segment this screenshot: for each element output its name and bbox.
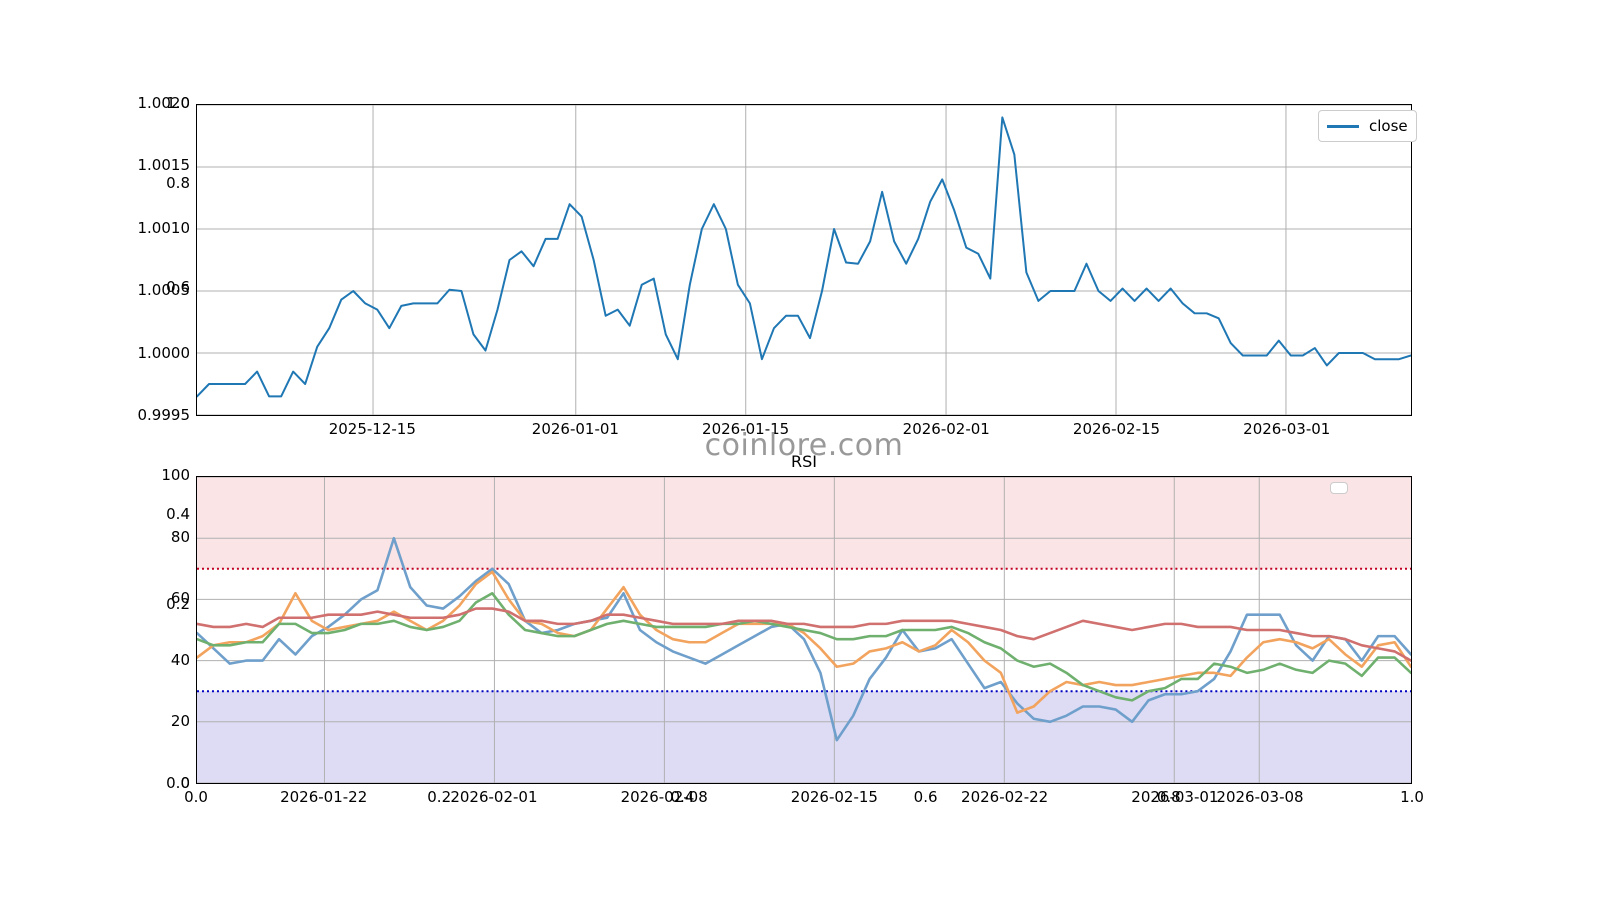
price-legend-label: close xyxy=(1369,117,1408,135)
watermark-text: coinlore.com xyxy=(704,428,904,463)
price-xtick-2026-01-01: 2026-01-01 xyxy=(531,420,619,438)
price-xtick-2026-01-15: 2026-01-15 xyxy=(702,420,790,438)
rsi-ytick-secondary-0.4: 0.4 xyxy=(166,504,190,523)
rsi-xtick-2026-02-15: 2026-02-15 xyxy=(790,788,878,806)
price-ytick-1.0000: 1.0000 xyxy=(137,343,191,362)
price-gridlines xyxy=(197,105,1411,415)
rsi-ytick-100: 100 xyxy=(161,466,190,484)
rsi-xtick-2026-03-08: 2026-03-08 xyxy=(1216,788,1304,806)
rsi-panel-title: RSI xyxy=(791,452,817,471)
rsi-legend xyxy=(1330,482,1348,494)
rsi-xtick-numeric-0.0: 0.0 xyxy=(184,788,208,806)
price-ytick-1.0005: 1.0005 xyxy=(137,281,191,300)
rsi-xtick-2026-03-01: 2026-03-01 xyxy=(1131,788,1219,806)
rsi-xtick-numeric-0.6: 0.6 xyxy=(913,788,938,806)
price-xtick-2026-02-01: 2026-02-01 xyxy=(902,420,990,438)
price-xtick-2026-02-15: 2026-02-15 xyxy=(1072,420,1161,438)
price-ytick-0.9995: 0.9995 xyxy=(137,406,191,424)
price-chart-panel xyxy=(196,104,1412,416)
rsi-xtick-numeric-0.4: 0.4 xyxy=(670,788,695,806)
rsi-line-rsi-22 xyxy=(197,591,1411,702)
price-legend-item: close xyxy=(1327,116,1408,136)
rsi-band-overbought xyxy=(197,477,1411,569)
rsi-xtick-numeric-1.0: 1.0 xyxy=(1400,788,1424,806)
price-ytick-secondary-1.0: 1.0 xyxy=(166,94,190,112)
price-ytick-1.0020: 1.0020 xyxy=(137,94,191,112)
rsi-ytick-secondary-0.0: 0.0 xyxy=(166,774,190,792)
rsi-xtick-2026-02-01: 2026-02-01 xyxy=(450,788,538,806)
rsi-xtick-numeric-0.8: 0.8 xyxy=(1156,788,1181,806)
rsi-band-oversold xyxy=(197,691,1411,783)
price-series-group xyxy=(197,116,1411,398)
price-legend: close xyxy=(1318,110,1417,142)
rsi-xtick-2026-02-08: 2026-02-08 xyxy=(620,788,708,806)
price-xtick-2026-03-01: 2026-03-01 xyxy=(1243,420,1331,438)
price-ytick-secondary-0.8: 0.8 xyxy=(166,173,190,192)
price-ytick-1.0015: 1.0015 xyxy=(137,156,191,175)
rsi-line-rsi-42 xyxy=(197,607,1411,662)
rsi-line-rsi-9 xyxy=(197,536,1411,742)
price-chart-svg xyxy=(197,105,1411,415)
rsi-gridlines xyxy=(197,477,1411,783)
price-ytick-1.0010: 1.0010 xyxy=(137,218,191,237)
rsi-ytick-0: 0 xyxy=(180,774,190,792)
rsi-ytick-20: 20 xyxy=(170,712,190,731)
rsi-ytick-80: 80 xyxy=(170,527,190,546)
rsi-xtick-numeric-0.2: 0.2 xyxy=(427,788,452,806)
rsi-series-group xyxy=(197,536,1411,742)
price-ytick-secondary-0.6: 0.6 xyxy=(166,278,190,297)
rsi-ytick-secondary-0.2: 0.2 xyxy=(166,595,190,614)
rsi-chart-panel xyxy=(196,476,1412,784)
legend-swatch-icon xyxy=(1327,124,1359,128)
rsi-xtick-2026-01-22: 2026-01-22 xyxy=(280,788,368,806)
rsi-ytick-40: 40 xyxy=(170,650,190,669)
price-xtick-2025-12-15: 2025-12-15 xyxy=(328,420,416,438)
price-close-line xyxy=(197,116,1411,398)
rsi-chart-svg xyxy=(197,477,1411,783)
rsi-ytick-60: 60 xyxy=(170,589,190,608)
rsi-xtick-2026-02-22: 2026-02-22 xyxy=(961,788,1049,806)
